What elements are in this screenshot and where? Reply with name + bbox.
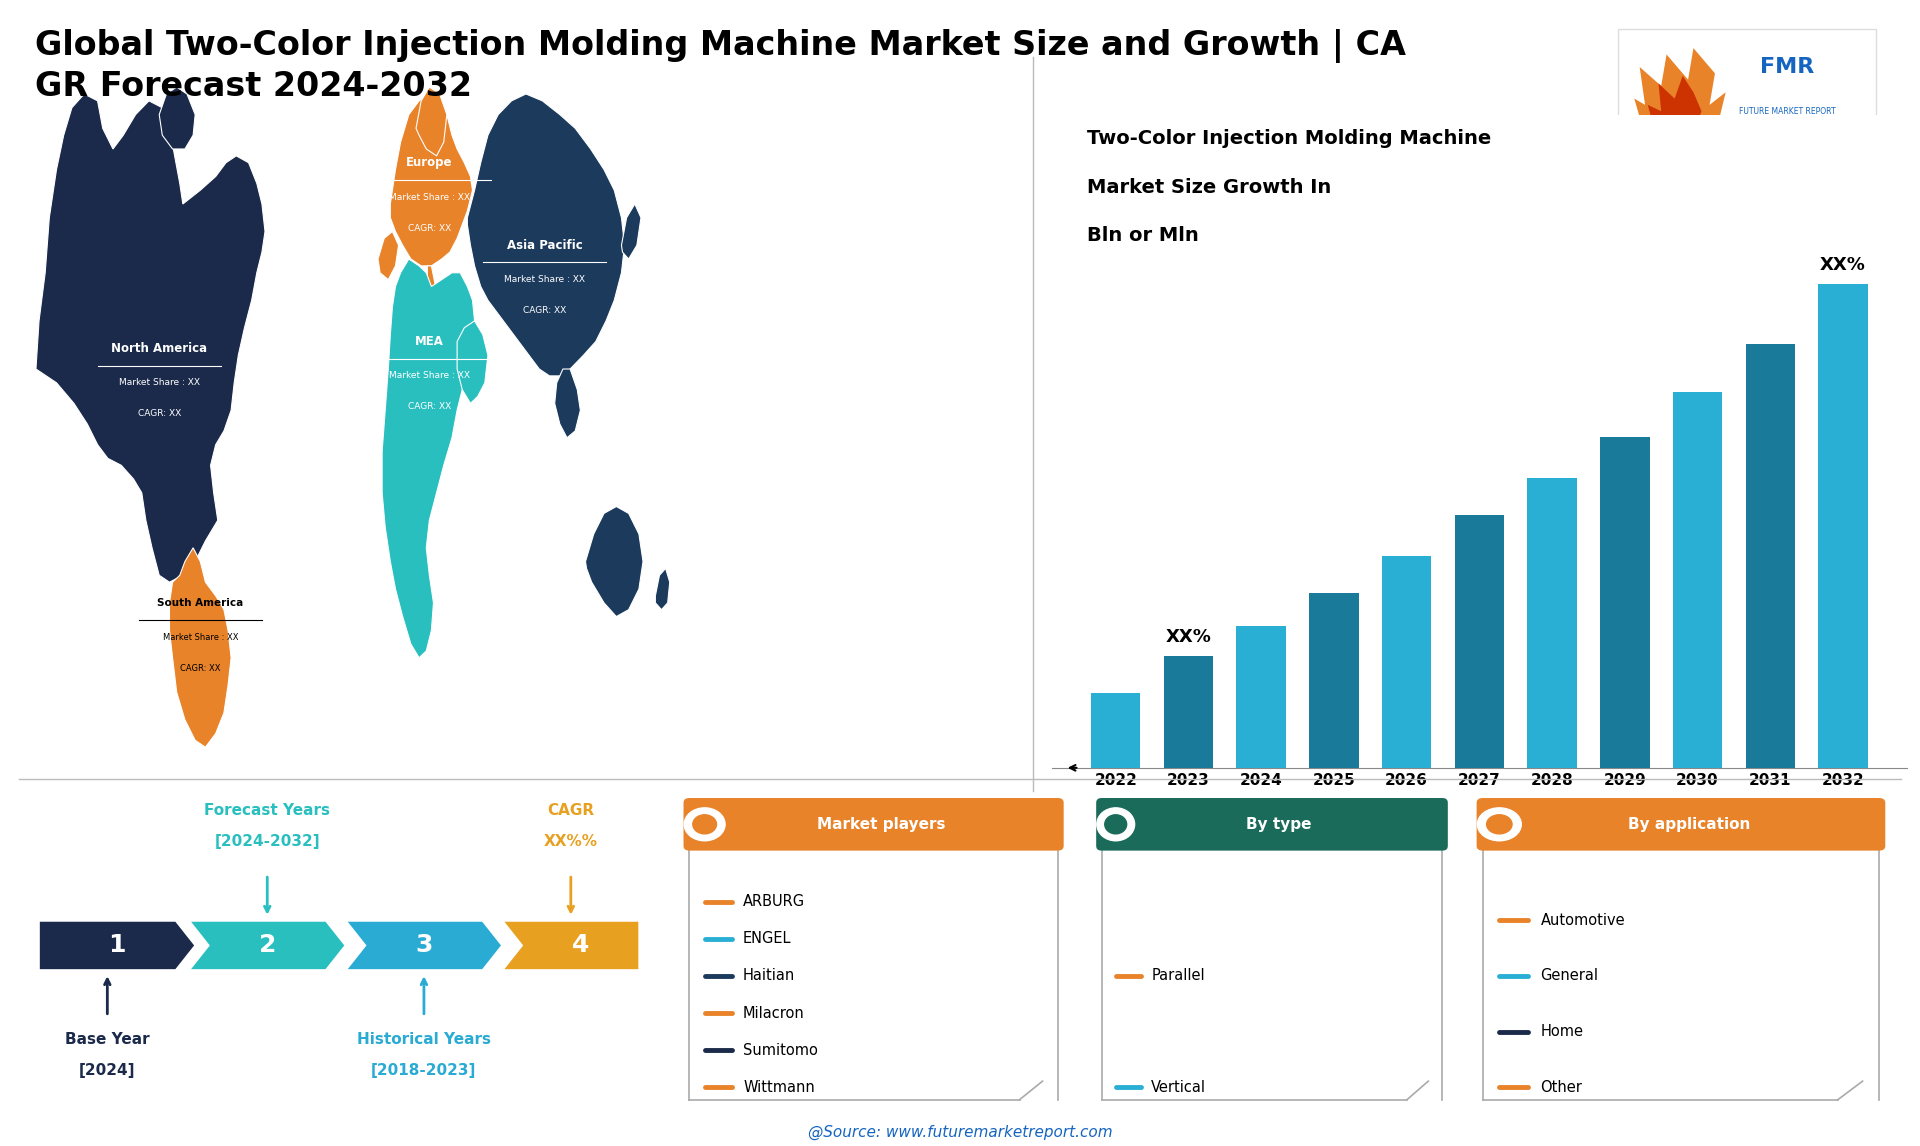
FancyBboxPatch shape <box>1476 798 1885 850</box>
Bar <box>1091 693 1140 768</box>
Text: Market players: Market players <box>818 817 945 832</box>
Text: North America: North America <box>111 342 207 355</box>
Text: Other: Other <box>1540 1080 1582 1094</box>
Text: @Source: www.futuremarketreport.com: @Source: www.futuremarketreport.com <box>808 1125 1112 1140</box>
Text: ARBURG: ARBURG <box>743 894 804 909</box>
Polygon shape <box>457 321 488 403</box>
Text: Bln or Mln: Bln or Mln <box>1087 226 1198 245</box>
Text: Vertical: Vertical <box>1152 1080 1206 1094</box>
Bar <box>1236 627 1286 768</box>
Text: 2: 2 <box>259 934 276 957</box>
Text: Market Share : XX: Market Share : XX <box>390 193 470 202</box>
Polygon shape <box>586 507 643 617</box>
Text: Global Two-Color Injection Molding Machine Market Size and Growth | CA
GR Foreca: Global Two-Color Injection Molding Machi… <box>35 29 1405 103</box>
Circle shape <box>684 808 726 841</box>
Text: Forecast Years: Forecast Years <box>204 803 330 818</box>
Polygon shape <box>1647 76 1701 134</box>
Polygon shape <box>382 259 474 658</box>
Text: Parallel: Parallel <box>1152 968 1206 983</box>
Bar <box>1599 437 1649 768</box>
Text: 4: 4 <box>572 934 589 957</box>
Polygon shape <box>346 920 503 971</box>
Text: Sumitomo: Sumitomo <box>743 1043 818 1058</box>
Text: XX%: XX% <box>1820 257 1866 274</box>
Circle shape <box>1486 815 1513 834</box>
Polygon shape <box>1634 48 1726 136</box>
Text: South America: South America <box>157 598 244 607</box>
Bar <box>1455 515 1503 768</box>
Polygon shape <box>555 369 580 438</box>
Text: FMR: FMR <box>1761 57 1814 77</box>
Polygon shape <box>428 266 438 321</box>
Text: [2024-2032]: [2024-2032] <box>215 834 321 849</box>
Circle shape <box>1476 808 1521 841</box>
FancyBboxPatch shape <box>684 798 1064 850</box>
Circle shape <box>1104 815 1127 834</box>
Text: Base Year: Base Year <box>65 1033 150 1047</box>
Polygon shape <box>169 548 230 747</box>
Bar <box>1382 556 1432 768</box>
Bar <box>1309 592 1359 768</box>
Text: [2018-2023]: [2018-2023] <box>371 1063 476 1078</box>
Bar <box>1745 344 1795 768</box>
Text: Asia Pacific: Asia Pacific <box>507 238 582 252</box>
Bar <box>1818 284 1868 768</box>
Text: Market Share : XX: Market Share : XX <box>503 275 586 284</box>
Text: CAGR: XX: CAGR: XX <box>180 664 221 673</box>
Text: Europe: Europe <box>407 156 453 170</box>
Text: CAGR: XX: CAGR: XX <box>407 223 451 233</box>
Text: XX%%: XX%% <box>543 834 597 849</box>
Polygon shape <box>36 94 265 582</box>
Polygon shape <box>390 94 472 266</box>
Text: By application: By application <box>1628 817 1751 832</box>
Bar <box>1528 478 1576 768</box>
Text: CAGR: XX: CAGR: XX <box>407 402 451 411</box>
Text: Automotive: Automotive <box>1540 912 1624 928</box>
Bar <box>1164 657 1213 768</box>
Text: Home: Home <box>1540 1025 1584 1039</box>
Text: Market Size Growth In: Market Size Growth In <box>1087 178 1331 196</box>
Polygon shape <box>159 87 196 149</box>
Text: By type: By type <box>1246 817 1311 832</box>
Text: CAGR: XX: CAGR: XX <box>522 306 566 315</box>
Polygon shape <box>503 920 639 971</box>
Text: 3: 3 <box>415 934 432 957</box>
Circle shape <box>1096 808 1135 841</box>
Text: General: General <box>1540 968 1599 983</box>
Polygon shape <box>38 920 196 971</box>
Text: [2024]: [2024] <box>79 1063 136 1078</box>
FancyBboxPatch shape <box>1096 798 1448 850</box>
Text: Milacron: Milacron <box>743 1005 804 1021</box>
Text: XX%: XX% <box>1165 628 1212 646</box>
Polygon shape <box>378 231 399 280</box>
Polygon shape <box>655 568 670 610</box>
Text: Haitian: Haitian <box>743 968 795 983</box>
Text: ENGEL: ENGEL <box>743 932 791 947</box>
Circle shape <box>693 815 716 834</box>
Polygon shape <box>188 920 346 971</box>
Text: CAGR: CAGR <box>547 803 595 818</box>
Text: 1: 1 <box>108 934 127 957</box>
Text: Market Share : XX: Market Share : XX <box>119 378 200 387</box>
Text: FUTURE MARKET REPORT: FUTURE MARKET REPORT <box>1740 107 1836 116</box>
Text: Two-Color Injection Molding Machine: Two-Color Injection Molding Machine <box>1087 129 1492 148</box>
Text: Historical Years: Historical Years <box>357 1033 492 1047</box>
Polygon shape <box>622 204 641 259</box>
Text: CAGR: XX: CAGR: XX <box>138 409 180 418</box>
Polygon shape <box>467 94 624 376</box>
Text: Wittmann: Wittmann <box>743 1080 814 1094</box>
Text: Market Share : XX: Market Share : XX <box>163 633 238 642</box>
Text: Market Share : XX: Market Share : XX <box>390 371 470 380</box>
Polygon shape <box>417 87 447 156</box>
Bar <box>1672 392 1722 768</box>
Text: MEA: MEA <box>415 335 444 348</box>
